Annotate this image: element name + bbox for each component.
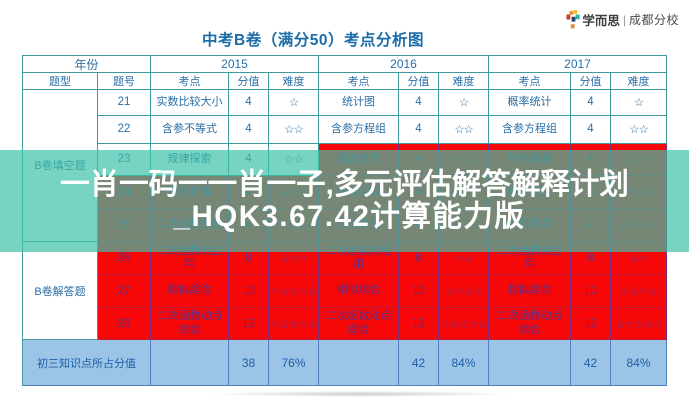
score-22-y2015: 4 — [229, 116, 269, 144]
year-corner-header: 年份 — [23, 56, 151, 73]
branch-name: 成都分校 — [628, 13, 679, 27]
point-28-y2017: 二次函数动点综合 — [489, 307, 571, 341]
score-27-y2015: 10 — [229, 274, 269, 308]
diff-27-y2017: ☆☆☆☆ — [611, 274, 667, 308]
page-title: 中考B卷（满分50）考点分析图 — [202, 32, 424, 49]
point-27-y2017: 相似综合 — [489, 274, 571, 308]
col-header-point-9: 考点 — [489, 73, 571, 90]
brand-name: 学而思 — [582, 14, 620, 28]
summary-pct-y2016: 84% — [439, 340, 489, 386]
diff-28-y2016: ☆☆☆☆☆ — [439, 307, 489, 341]
watermark-line1: 一肖一码一一肖一子,多元评估解答解释计划 — [60, 168, 629, 201]
xueersi-blocks-icon — [566, 10, 580, 29]
col-header-diff-11: 难度 — [611, 73, 667, 90]
point-22-y2015: 含参不等式 — [151, 116, 229, 144]
section-label-answer: B卷解答题 — [23, 241, 98, 341]
qnum-28: 28 — [98, 307, 151, 341]
point-27-y2016: 相似综合 — [319, 274, 399, 308]
brand-logo: 学而思 | 成都分校 — [566, 10, 679, 29]
summary-pct-y2015: 76% — [269, 340, 319, 386]
year-header-2017: 2017 — [489, 56, 667, 73]
score-28-y2015: 12 — [229, 307, 269, 341]
score-27-y2016: 10 — [399, 274, 439, 308]
point-28-y2015: 二次函数动点综合 — [151, 307, 229, 341]
col-header-diff-8: 难度 — [439, 73, 489, 90]
diff-21-y2017: ☆ — [611, 89, 667, 116]
diff-27-y2016: ☆☆☆☆ — [439, 274, 489, 308]
point-22-y2016: 含参方程组 — [319, 116, 399, 144]
score-22-y2016: 4 — [399, 116, 439, 144]
score-21-y2017: 4 — [571, 89, 611, 116]
diff-21-y2015: ☆ — [269, 89, 319, 116]
diff-21-y2016: ☆ — [439, 89, 489, 116]
score-28-y2016: 12 — [399, 307, 439, 341]
bottom-shadow — [150, 390, 570, 398]
watermark-overlay: 一肖一码一一肖一子,多元评估解答解释计划 _HQK3.67.42计算能力版 — [0, 149, 689, 252]
summary-score-y2017: 42 — [571, 340, 611, 386]
summary-label: 初三知识点所占分值 — [23, 340, 151, 386]
summary-point-y2017 — [489, 340, 571, 386]
col-header-num-2: 题号 — [98, 73, 151, 90]
col-header-score-7: 分值 — [399, 73, 439, 90]
summary-score-y2015: 38 — [229, 340, 269, 386]
diff-28-y2017: ☆☆☆☆☆ — [611, 307, 667, 341]
score-27-y2017: 10 — [571, 274, 611, 308]
score-21-y2015: 4 — [229, 89, 269, 116]
diff-22-y2016: ☆☆ — [439, 116, 489, 144]
col-header-score-10: 分值 — [571, 73, 611, 90]
point-27-y2015: 相似综合 — [151, 274, 229, 308]
point-21-y2015: 实数比较大小 — [151, 89, 229, 116]
diff-22-y2015: ☆☆ — [269, 116, 319, 144]
summary-pct-y2017: 84% — [611, 340, 667, 386]
summary-score-y2016: 42 — [399, 340, 439, 386]
qnum-22: 22 — [98, 116, 151, 144]
diff-22-y2017: ☆☆ — [611, 116, 667, 144]
point-21-y2017: 概率统计 — [489, 89, 571, 116]
score-22-y2017: 4 — [571, 116, 611, 144]
point-21-y2016: 统计图 — [319, 89, 399, 116]
summary-point-y2016 — [319, 340, 399, 386]
year-header-2016: 2016 — [319, 56, 489, 73]
col-header-point-6: 考点 — [319, 73, 399, 90]
diff-27-y2015: ☆☆☆☆☆ — [269, 274, 319, 308]
year-header-2015: 2015 — [151, 56, 319, 73]
col-header-point-3: 考点 — [151, 73, 229, 90]
summary-point-y2015 — [151, 340, 229, 386]
col-header-type-1: 题型 — [23, 73, 98, 90]
point-22-y2017: 含参方程组 — [489, 116, 571, 144]
score-28-y2017: 12 — [571, 307, 611, 341]
diff-28-y2015: ☆☆☆☆☆ — [269, 307, 319, 341]
watermark-line2: _HQK3.67.42计算能力版 — [173, 199, 526, 233]
qnum-21: 21 — [98, 89, 151, 116]
point-28-y2016: 二次函数动点综合 — [319, 307, 399, 341]
brand-divider: | — [622, 12, 626, 27]
col-header-score-4: 分值 — [229, 73, 269, 90]
score-21-y2016: 4 — [399, 89, 439, 116]
qnum-27: 27 — [98, 274, 151, 308]
col-header-diff-5: 难度 — [269, 73, 319, 90]
